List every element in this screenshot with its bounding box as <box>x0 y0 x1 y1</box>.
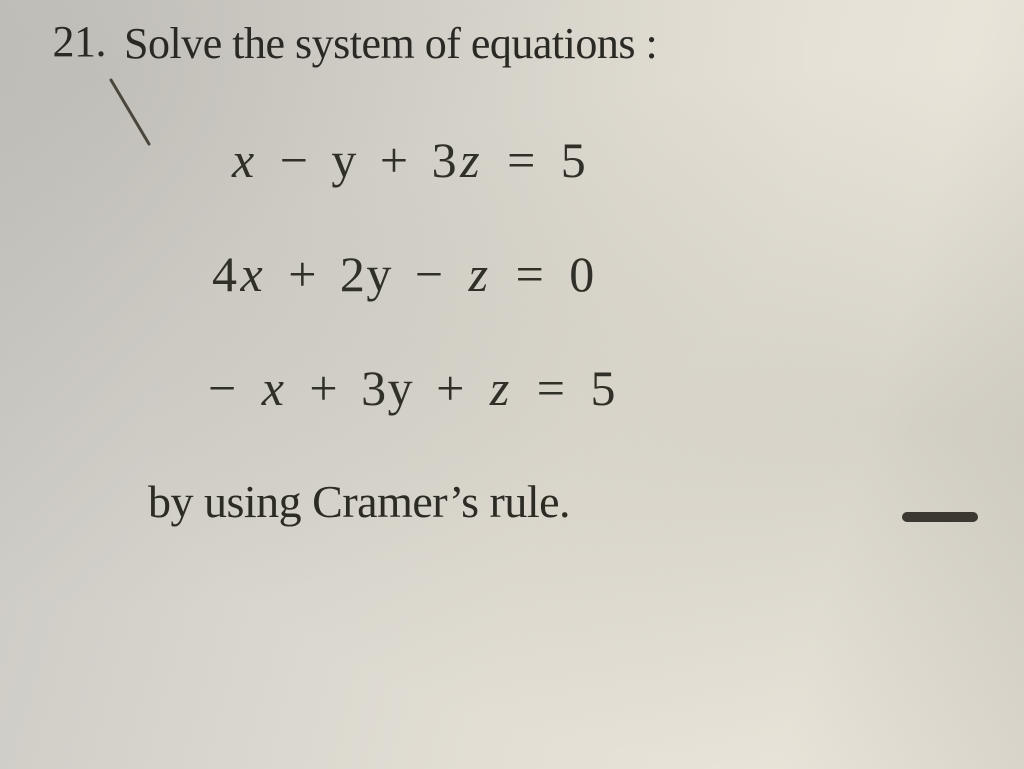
var-y: y <box>388 360 414 416</box>
equals: = <box>525 360 578 416</box>
var-z: z <box>458 132 482 188</box>
var-x: x <box>260 360 287 416</box>
equals: = <box>495 132 548 188</box>
tick-path <box>111 80 149 144</box>
var-z: z <box>467 246 491 302</box>
op-plus: + <box>299 360 348 416</box>
equation-1: x − y + 3z = 5 <box>230 131 988 189</box>
var-y: y <box>366 246 392 302</box>
rhs: 0 <box>569 246 595 302</box>
rhs: 5 <box>561 132 587 188</box>
question-prompt: Solve the system of equations : <box>124 18 657 71</box>
coef-4: 4 <box>212 246 239 302</box>
var-x: x <box>239 246 266 302</box>
rhs: 5 <box>590 360 616 416</box>
op-plus: + <box>278 246 327 302</box>
equation-block: x − y + 3z = 5 4x + 2y − z = 0 − x + 3y … <box>230 131 988 417</box>
op-leading-minus: − <box>208 360 247 416</box>
coef-3: 3 <box>432 132 459 188</box>
dash-mark-icon <box>902 512 978 522</box>
equation-2: 4x + 2y − z = 0 <box>212 245 988 303</box>
closing-text: by using Cramer’s rule. <box>148 475 988 528</box>
op-plus: + <box>426 360 475 416</box>
coef-2: 2 <box>340 246 367 302</box>
var-x: x <box>230 132 257 188</box>
var-z: z <box>488 360 512 416</box>
tick-mark-icon <box>96 74 166 154</box>
op-minus: − <box>405 246 454 302</box>
question-row: 21. Solve the system of equations : <box>20 18 988 71</box>
op-minus: − <box>270 132 319 188</box>
question-number: 21. <box>20 18 106 66</box>
var-y: y <box>331 132 357 188</box>
equation-3: − x + 3y + z = 5 <box>208 359 988 417</box>
coef-3: 3 <box>361 360 388 416</box>
page: 21. Solve the system of equations : x − … <box>0 0 1024 769</box>
op-plus: + <box>370 132 419 188</box>
equals: = <box>504 246 557 302</box>
